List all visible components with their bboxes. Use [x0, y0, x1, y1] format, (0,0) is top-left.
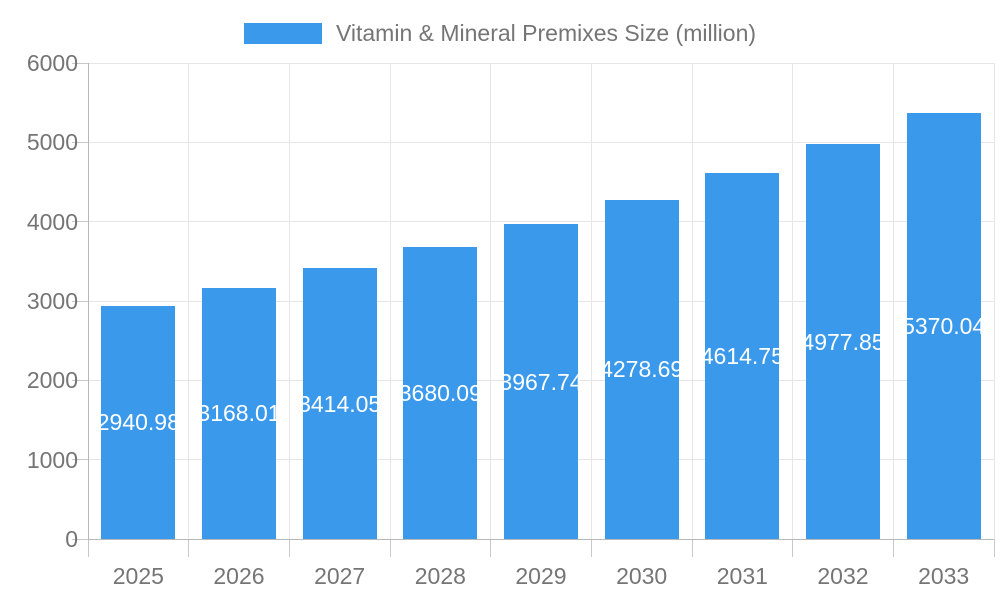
y-tick: [72, 141, 88, 143]
x-gridline: [188, 63, 190, 539]
bar-value-label: 3680.09: [398, 380, 482, 407]
y-axis-line: [87, 63, 89, 539]
bar-value-label: 2940.98: [96, 409, 180, 436]
x-gridline: [892, 63, 894, 539]
bar-value-label: 3168.01: [197, 400, 281, 427]
bar: [302, 268, 377, 539]
x-axis-label: 2032: [817, 563, 869, 589]
y-tick: [72, 459, 88, 461]
y-gridline: [88, 221, 994, 223]
bar: [403, 247, 478, 539]
bar-value-label: 4614.75: [700, 342, 784, 369]
x-axis-label: 2029: [515, 563, 567, 589]
y-tick: [72, 300, 88, 302]
bar-value-label: 4278.69: [600, 356, 684, 383]
x-axis-label: 2027: [314, 563, 366, 589]
x-axis-label: 2033: [918, 563, 970, 589]
y-axis-label: 6000: [26, 50, 78, 76]
legend-label: Vitamin & Mineral Premixes Size (million…: [335, 19, 757, 46]
bar-value-label: 3414.05: [298, 390, 382, 417]
x-tick: [188, 539, 190, 557]
x-gridline: [288, 63, 290, 539]
bar-value-label: 5370.04: [902, 312, 986, 339]
x-tick: [691, 539, 693, 557]
x-gridline: [490, 63, 492, 539]
y-tick: [72, 62, 88, 64]
x-axis-label: 2031: [716, 563, 768, 589]
y-axis-label: 0: [65, 526, 78, 552]
x-tick: [87, 539, 89, 557]
x-axis-label: 2025: [112, 563, 164, 589]
x-tick: [490, 539, 492, 557]
x-tick: [389, 539, 391, 557]
bar: [906, 112, 981, 539]
y-tick: [72, 538, 88, 540]
bar: [504, 224, 578, 539]
bar: [806, 144, 880, 539]
x-axis-label: 2030: [616, 563, 668, 589]
y-axis-label: 2000: [26, 367, 78, 394]
y-gridline: [88, 141, 994, 143]
bar: [101, 305, 176, 539]
x-gridline: [792, 63, 794, 539]
x-gridline: [993, 63, 995, 539]
x-gridline: [389, 63, 391, 539]
y-axis-label: 4000: [26, 208, 78, 235]
x-gridline: [590, 63, 592, 539]
y-axis-label: 1000: [26, 446, 78, 473]
x-axis-label: 2026: [213, 563, 265, 589]
y-axis-label: 3000: [26, 288, 78, 314]
legend-swatch: [243, 22, 322, 44]
y-gridline: [88, 62, 994, 64]
y-axis-label: 5000: [26, 129, 78, 156]
x-tick: [792, 539, 794, 557]
bar: [202, 287, 276, 539]
x-axis-line: [88, 539, 994, 540]
x-axis-label: 2028: [414, 563, 466, 589]
x-tick: [892, 539, 894, 557]
y-tick: [72, 221, 88, 223]
bar: [705, 172, 780, 539]
bar-value-label: 4977.85: [801, 328, 885, 355]
x-tick: [590, 539, 592, 557]
bar-value-label: 3967.74: [499, 368, 583, 395]
x-tick: [993, 539, 995, 557]
y-tick: [72, 379, 88, 381]
x-gridline: [691, 63, 693, 539]
x-tick: [288, 539, 290, 557]
bar: [604, 199, 679, 539]
legend: Vitamin & Mineral Premixes Size (million…: [0, 18, 1000, 48]
